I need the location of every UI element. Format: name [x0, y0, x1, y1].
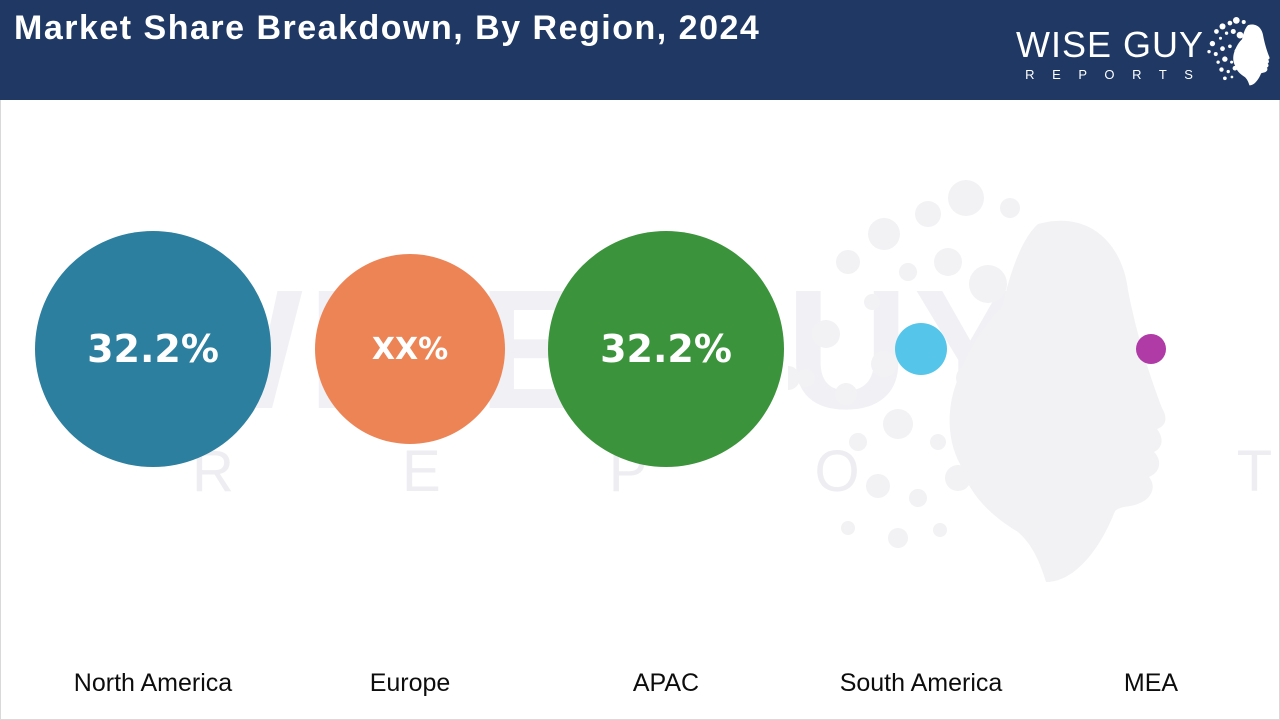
head-silhouette-logo-icon — [1207, 16, 1270, 86]
category-label-south-america: South America — [839, 669, 1003, 697]
bubble-apac: 32.2% — [548, 231, 784, 467]
brand-name: WISE GUY — [1015, 24, 1204, 65]
category-label-north-america: North America — [73, 669, 233, 697]
brand-subtitle: R E P O R T S — [1025, 67, 1200, 82]
brand-logo: WISE GUY R E P O R T S — [1016, 5, 1270, 95]
category-label-mea: MEA — [1123, 669, 1179, 697]
bubble-mea — [1136, 334, 1166, 364]
header-bar: Market Share Breakdown, By Region, 2024 … — [0, 0, 1280, 100]
bubble-north-america: 32.2% — [35, 231, 271, 467]
bubble-europe: XX% — [315, 254, 505, 444]
category-label-apac: APAC — [632, 669, 700, 697]
category-label-europe: Europe — [369, 669, 451, 697]
page-title: Market Share Breakdown, By Region, 2024 — [14, 9, 761, 47]
head-silhouette-watermark-icon — [788, 180, 1166, 582]
bubble-south-america — [895, 323, 947, 375]
